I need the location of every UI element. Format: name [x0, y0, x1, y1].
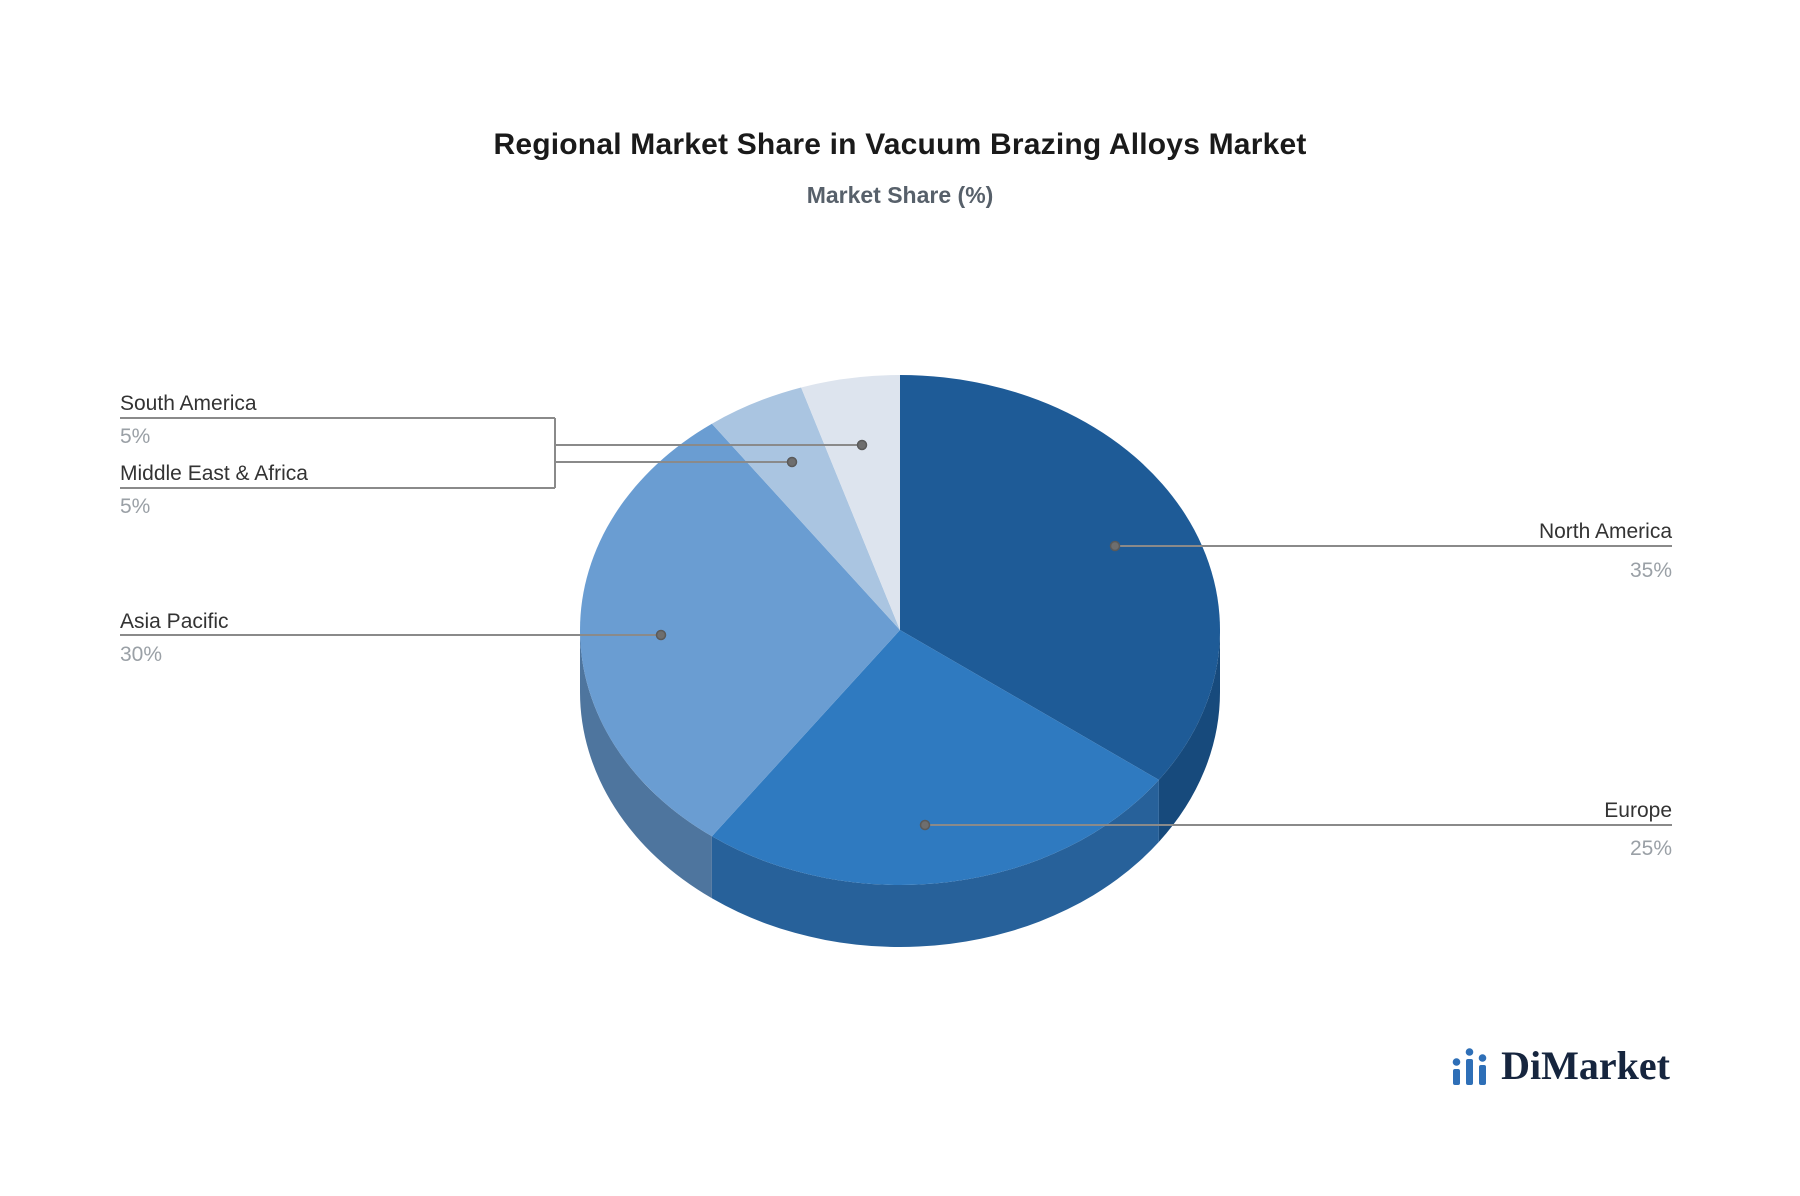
pie-slice-europe: [711, 630, 1159, 886]
chart-subtitle: Market Share (%): [806, 182, 994, 208]
leader-line-middle-east-africa: [120, 461, 792, 489]
leader-dot-middle-east-africa: [786, 456, 798, 468]
leader-dot-europe: [919, 819, 931, 831]
slice-percent-europe: 25%: [1630, 837, 1672, 860]
pie-slice-side-north-america: [1158, 630, 1221, 842]
slice-label-middle-east-africa: Middle East & Africa: [120, 462, 308, 485]
pie-slice-side-europe: [711, 779, 1159, 948]
slice-label-asia-pacific: Asia Pacific: [120, 610, 229, 633]
slice-percent-south-america: 5%: [120, 425, 150, 448]
slice-label-south-america: South America: [120, 392, 257, 415]
pie-slice-side-asia-pacific: [580, 630, 712, 899]
leader-dot-asia-pacific: [655, 629, 667, 641]
brand-logo: DiMarket: [1451, 1042, 1670, 1089]
leader-line-south-america: [120, 417, 862, 488]
brand-logo-text: DiMarket: [1501, 1043, 1670, 1088]
slice-label-europe: Europe: [1604, 799, 1672, 822]
pie-slice-south-america: [801, 375, 900, 630]
logo-bar: [1466, 1058, 1474, 1085]
pie-slice-middle-east-africa: [711, 387, 900, 630]
bar-chart-logo-icon: [1452, 1047, 1487, 1085]
slice-percent-asia-pacific: 30%: [120, 643, 162, 666]
logo-dot: [1452, 1057, 1461, 1066]
logo-bar: [1479, 1064, 1487, 1085]
pie-slice-asia-pacific: [580, 423, 900, 837]
chart-title: Regional Market Share in Vacuum Brazing …: [493, 128, 1307, 161]
logo-dot: [1465, 1047, 1474, 1056]
leader-dot-north-america: [1109, 540, 1121, 552]
slice-percent-north-america: 35%: [1630, 559, 1672, 582]
pie-slice-north-america: [900, 375, 1221, 780]
slice-label-north-america: North America: [1539, 520, 1672, 543]
leader-dot-south-america: [856, 439, 868, 451]
slice-percent-middle-east-africa: 5%: [120, 495, 150, 518]
logo-bar: [1453, 1068, 1461, 1085]
logo-dot: [1478, 1053, 1487, 1062]
